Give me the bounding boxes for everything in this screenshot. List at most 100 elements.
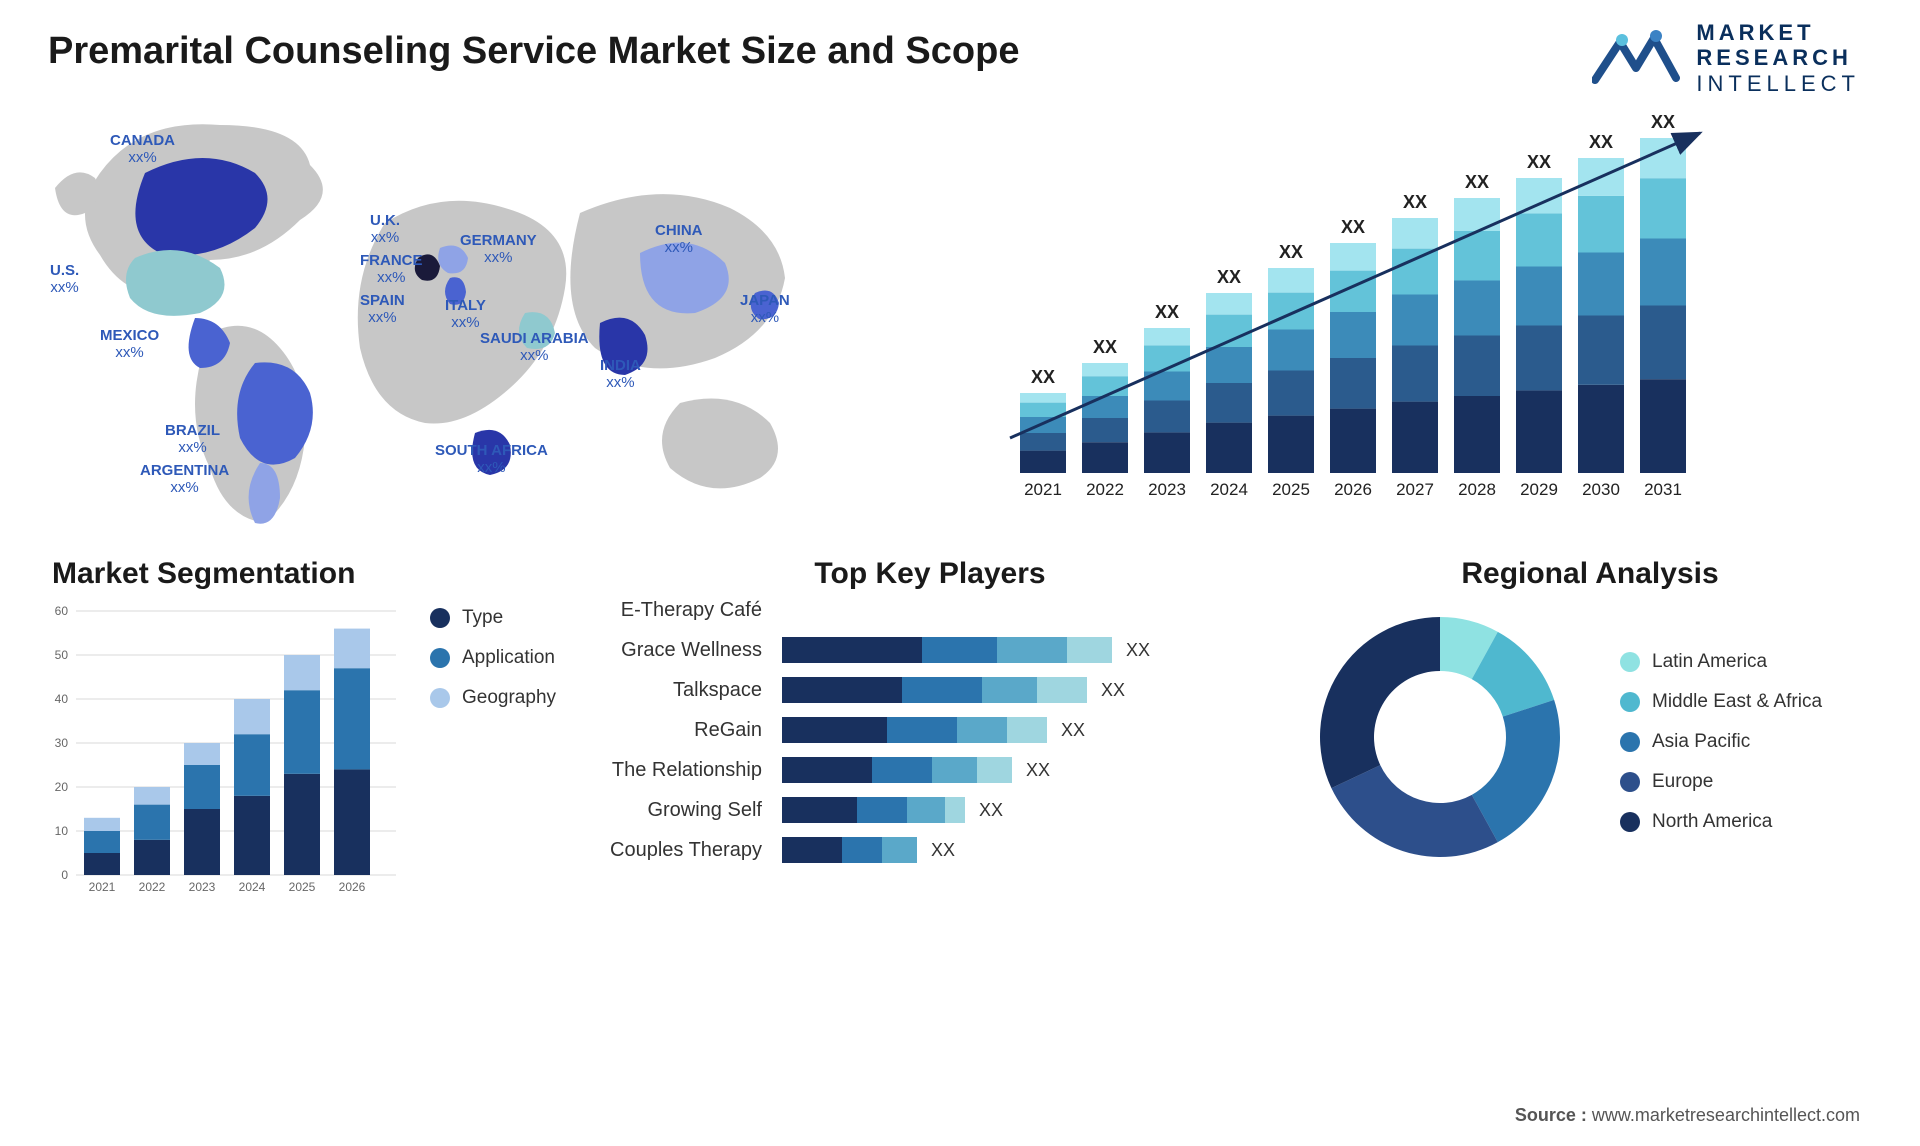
svg-text:2024: 2024 [1210,480,1248,499]
player-label: Talkspace [673,677,762,703]
map-label: SOUTH AFRICAxx% [435,443,548,476]
logo-line2: RESEARCH [1696,45,1860,70]
player-row: XX [782,797,1150,823]
player-bar [782,637,1112,663]
legend-item: Geography [430,687,556,709]
svg-text:2030: 2030 [1582,480,1620,499]
bar-segment [872,757,932,783]
bar-segment [857,797,907,823]
map-label: JAPANxx% [740,293,790,326]
legend-swatch [1620,692,1640,712]
legend-label: Asia Pacific [1652,731,1750,753]
players-title: Top Key Players [600,557,1260,591]
legend-swatch [430,688,450,708]
svg-text:XX: XX [1093,337,1117,357]
svg-text:XX: XX [1527,152,1551,172]
legend-item: North America [1620,811,1822,833]
legend-label: Application [462,647,555,669]
legend-swatch [1620,652,1640,672]
svg-text:XX: XX [1589,132,1613,152]
regional-legend: Latin AmericaMiddle East & AfricaAsia Pa… [1620,651,1822,833]
player-label: The Relationship [612,757,762,783]
svg-text:2029: 2029 [1520,480,1558,499]
player-label: Growing Self [647,797,762,823]
legend-item: Middle East & Africa [1620,691,1822,713]
svg-text:40: 40 [55,692,69,706]
players-labels: E-Therapy CaféGrace WellnessTalkspaceReG… [610,597,762,863]
svg-text:60: 60 [55,604,69,618]
svg-text:0: 0 [61,868,68,882]
player-value: XX [1101,680,1125,701]
svg-text:XX: XX [1279,242,1303,262]
player-value: XX [1026,760,1050,781]
source-line: Source : www.marketresearchintellect.com [1515,1105,1860,1126]
legend-swatch [1620,772,1640,792]
map-label: SPAINxx% [360,293,405,326]
svg-text:2023: 2023 [189,880,216,894]
bar-segment [977,757,1012,783]
bar-segment [842,837,882,863]
svg-text:XX: XX [1217,267,1241,287]
player-bar [782,717,1047,743]
bar-segment [1007,717,1047,743]
player-value: XX [1061,720,1085,741]
bar-segment [1067,637,1112,663]
regional-donut-chart [1300,597,1580,877]
player-row [782,597,1150,623]
legend-label: North America [1652,811,1772,833]
source-label: Source : [1515,1105,1587,1125]
map-label: INDIAxx% [600,358,641,391]
player-row: XX [782,717,1150,743]
player-label: Grace Wellness [621,637,762,663]
map-label: BRAZILxx% [165,423,220,456]
logo-line3: INTELLECT [1696,71,1860,96]
svg-text:2021: 2021 [89,880,116,894]
legend-label: Type [462,607,503,629]
legend-label: Europe [1652,771,1713,793]
map-label: U.K.xx% [370,213,400,246]
bar-segment [882,837,917,863]
segmentation-legend: Type Application Geography [430,607,556,709]
map-label: FRANCExx% [360,253,423,286]
bar-segment [932,757,977,783]
bar-segment [957,717,1007,743]
svg-text:2027: 2027 [1396,480,1434,499]
players-bars: XXXXXXXXXXXX [782,597,1150,863]
source-value: www.marketresearchintellect.com [1592,1105,1860,1125]
bar-segment [902,677,982,703]
svg-text:2026: 2026 [339,880,366,894]
bar-segment [997,637,1067,663]
svg-text:2031: 2031 [1644,480,1682,499]
svg-text:XX: XX [1651,112,1675,132]
bar-segment [782,757,872,783]
legend-label: Geography [462,687,556,709]
bar-segment [887,717,957,743]
player-value: XX [1126,640,1150,661]
player-row: XX [782,757,1150,783]
svg-text:XX: XX [1403,192,1427,212]
legend-label: Middle East & Africa [1652,691,1822,713]
legend-item: Asia Pacific [1620,731,1822,753]
brand-logo: MARKET RESEARCH INTELLECT [1592,20,1860,96]
map-label: MEXICOxx% [100,328,159,361]
svg-text:XX: XX [1155,302,1179,322]
legend-item: Type [430,607,556,629]
bar-segment [982,677,1037,703]
svg-text:2028: 2028 [1458,480,1496,499]
svg-text:XX: XX [1031,367,1055,387]
player-bar [782,837,917,863]
svg-text:2026: 2026 [1334,480,1372,499]
bar-segment [782,797,857,823]
bar-segment [907,797,945,823]
map-label: ARGENTINAxx% [140,463,229,496]
world-map: CANADAxx%U.S.xx%MEXICOxx%BRAZILxx%ARGENT… [40,103,940,533]
player-label: E-Therapy Café [621,597,762,623]
svg-text:50: 50 [55,648,69,662]
svg-text:XX: XX [1465,172,1489,192]
svg-text:30: 30 [55,736,69,750]
bar-segment [945,797,965,823]
bar-segment [782,637,922,663]
svg-text:XX: XX [1341,217,1365,237]
svg-text:2022: 2022 [139,880,166,894]
svg-text:2021: 2021 [1024,480,1062,499]
